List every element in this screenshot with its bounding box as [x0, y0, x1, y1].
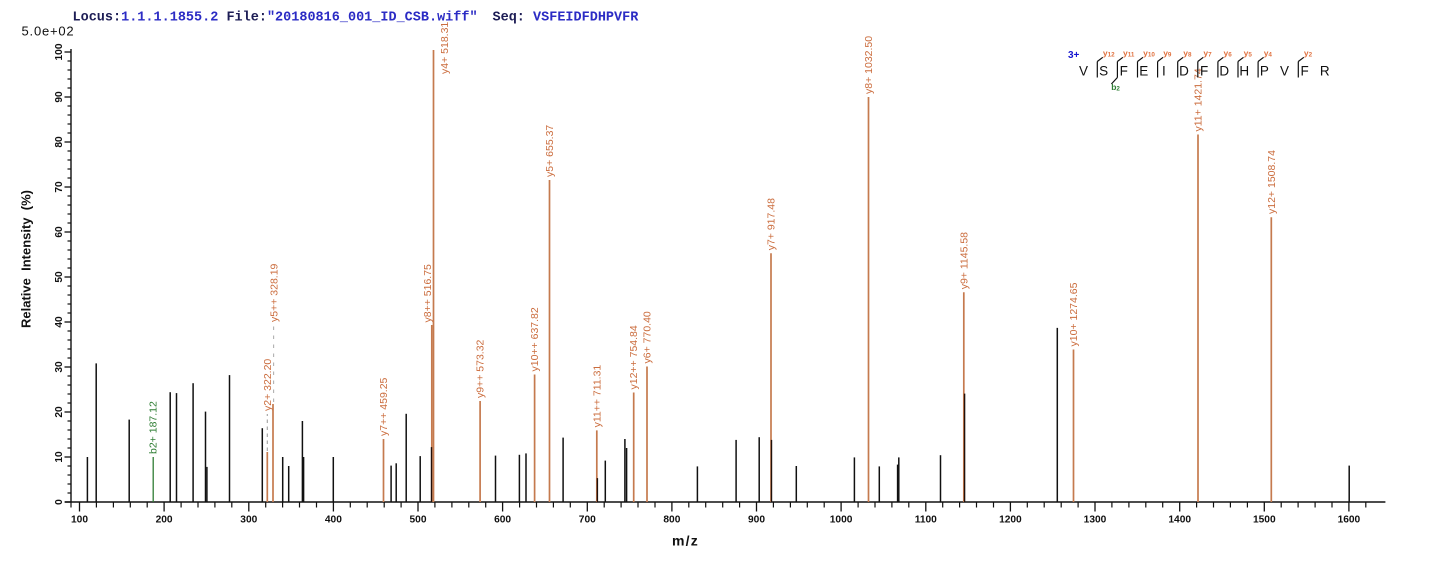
svg-text:y7+ 917.48: y7+ 917.48 [766, 198, 778, 250]
svg-text:y12: y12 [1103, 48, 1115, 58]
svg-text:y6: y6 [1224, 48, 1233, 58]
svg-text:y4+ 518.31: y4+ 518.31 [439, 22, 451, 74]
svg-text:b2: b2 [1111, 82, 1120, 92]
svg-text:Locus:1.1.1.1855.2 File:"20180: Locus:1.1.1.1855.2 File:"20180816_001_ID… [73, 11, 478, 26]
svg-text:1600: 1600 [1338, 515, 1361, 526]
svg-text:y6+ 770.40: y6+ 770.40 [642, 311, 654, 363]
svg-text:20: 20 [54, 406, 65, 418]
svg-text:D: D [1179, 64, 1189, 79]
svg-text:900: 900 [748, 515, 765, 526]
svg-text:y12+ 1508.74: y12+ 1508.74 [1266, 150, 1278, 214]
svg-text:y5: y5 [1244, 48, 1253, 58]
svg-text:1200: 1200 [999, 515, 1022, 526]
svg-text:y2+ 322.20: y2+ 322.20 [262, 359, 274, 411]
svg-text:y12++ 754.84: y12++ 754.84 [628, 325, 640, 389]
svg-text:V: V [1280, 64, 1289, 79]
svg-text:40: 40 [54, 316, 65, 328]
svg-text:3+: 3+ [1068, 50, 1080, 61]
svg-text:100: 100 [54, 43, 65, 60]
svg-text:y8++ 516.75: y8++ 516.75 [422, 264, 434, 323]
svg-text:D: D [1219, 64, 1229, 79]
svg-text:H: H [1239, 64, 1249, 79]
svg-text:S: S [1099, 64, 1108, 79]
svg-text:200: 200 [156, 515, 173, 526]
svg-text:y2: y2 [1304, 48, 1313, 58]
svg-text:600: 600 [494, 515, 511, 526]
svg-text:1000: 1000 [830, 515, 853, 526]
svg-text:F: F [1200, 64, 1208, 79]
svg-text:y8: y8 [1183, 48, 1192, 58]
svg-text:0: 0 [54, 499, 65, 505]
svg-text:90: 90 [54, 91, 65, 103]
svg-text:F: F [1120, 64, 1128, 79]
svg-text:R: R [1320, 64, 1330, 79]
svg-text:1100: 1100 [915, 515, 937, 526]
svg-text:y10: y10 [1143, 48, 1155, 58]
svg-text:y11++ 711.31: y11++ 711.31 [591, 365, 603, 428]
svg-text:I: I [1162, 64, 1166, 79]
svg-text:5.0e+02: 5.0e+02 [22, 24, 75, 39]
svg-text:100: 100 [71, 515, 88, 526]
svg-text:y11+ 1421.74: y11+ 1421.74 [1193, 68, 1205, 131]
svg-text:80: 80 [54, 136, 65, 148]
svg-text:P: P [1260, 64, 1269, 79]
svg-text:Relative Intensity (%): Relative Intensity (%) [19, 190, 34, 328]
svg-text:1400: 1400 [1168, 515, 1191, 526]
svg-text:60: 60 [54, 226, 65, 238]
svg-text:1500: 1500 [1253, 515, 1276, 526]
svg-text:y4: y4 [1264, 48, 1273, 58]
svg-text:y5+ 655.37: y5+ 655.37 [544, 125, 556, 177]
svg-text:300: 300 [240, 515, 257, 526]
svg-text:y10++ 637.82: y10++ 637.82 [529, 307, 541, 371]
svg-text:V: V [1079, 64, 1088, 79]
svg-text:10: 10 [54, 451, 65, 463]
svg-text:m/z: m/z [672, 533, 699, 549]
svg-text:F: F [1300, 64, 1308, 79]
svg-text:y9: y9 [1163, 48, 1172, 58]
svg-text:500: 500 [410, 515, 427, 526]
svg-text:50: 50 [54, 271, 65, 283]
svg-text:y8+ 1032.50: y8+ 1032.50 [863, 36, 875, 94]
svg-text:b2+ 187.12: b2+ 187.12 [148, 401, 160, 454]
svg-text:400: 400 [325, 515, 342, 526]
svg-text:1300: 1300 [1084, 515, 1107, 526]
svg-text:y5++ 328.19: y5++ 328.19 [269, 263, 281, 322]
svg-text:y7++ 459.25: y7++ 459.25 [378, 377, 390, 436]
svg-text:y9+ 1145.58: y9+ 1145.58 [958, 232, 970, 289]
svg-text:800: 800 [663, 515, 680, 526]
svg-text:y7: y7 [1203, 48, 1212, 58]
svg-text:Seq: VSFEIDFDHPVFR: Seq: VSFEIDFDHPVFR [493, 11, 640, 26]
svg-text:y9++ 573.32: y9++ 573.32 [475, 339, 487, 398]
svg-text:y10+ 1274.65: y10+ 1274.65 [1068, 282, 1080, 346]
svg-text:30: 30 [54, 361, 65, 373]
svg-text:700: 700 [579, 515, 596, 526]
svg-text:y11: y11 [1123, 48, 1135, 58]
svg-text:E: E [1139, 64, 1148, 79]
svg-text:70: 70 [54, 181, 65, 193]
